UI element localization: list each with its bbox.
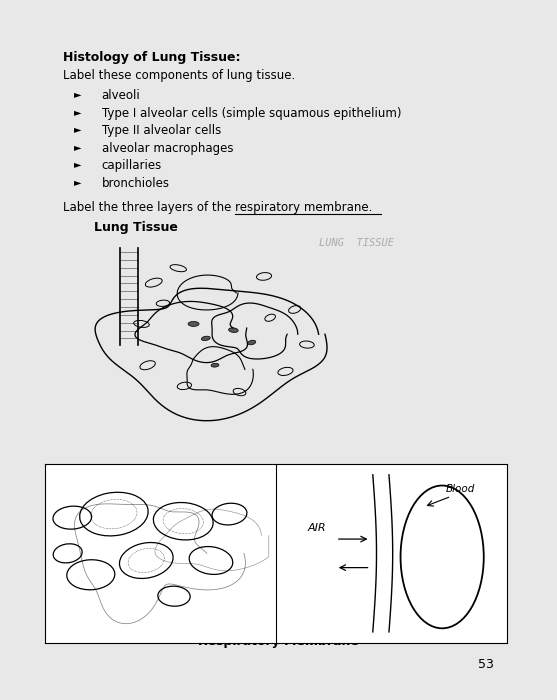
Text: Label the three layers of the: Label the three layers of the	[63, 201, 236, 214]
Text: alveolar macrophages: alveolar macrophages	[102, 141, 233, 155]
Ellipse shape	[188, 321, 199, 326]
Text: respiratory membrane.: respiratory membrane.	[235, 201, 372, 214]
Text: Blood: Blood	[446, 484, 475, 494]
Text: ►: ►	[74, 176, 81, 187]
Text: ►: ►	[74, 90, 81, 99]
Text: Lung Tissue: Lung Tissue	[94, 221, 178, 234]
Text: bronchioles: bronchioles	[102, 176, 170, 190]
Text: AIR: AIR	[308, 524, 326, 533]
Ellipse shape	[228, 328, 238, 332]
Text: Type II alveolar cells: Type II alveolar cells	[102, 124, 221, 137]
Text: Histology of Lung Tissue:: Histology of Lung Tissue:	[63, 51, 241, 64]
Ellipse shape	[202, 336, 210, 341]
Text: ►: ►	[74, 159, 81, 169]
Text: Respiratory Membrane: Respiratory Membrane	[198, 635, 359, 648]
Text: alveoli: alveoli	[102, 90, 140, 102]
Ellipse shape	[248, 340, 256, 345]
Ellipse shape	[211, 363, 219, 367]
Text: LUNG  TISSUE: LUNG TISSUE	[320, 238, 394, 248]
Text: Type I alveolar cells (simple squamous epithelium): Type I alveolar cells (simple squamous e…	[102, 106, 401, 120]
Text: ►: ►	[74, 124, 81, 134]
Text: capillaries: capillaries	[102, 159, 162, 172]
Text: 53: 53	[478, 658, 494, 671]
Text: ►: ►	[74, 106, 81, 117]
Text: Label these components of lung tissue.: Label these components of lung tissue.	[63, 69, 296, 82]
Text: ►: ►	[74, 141, 81, 152]
